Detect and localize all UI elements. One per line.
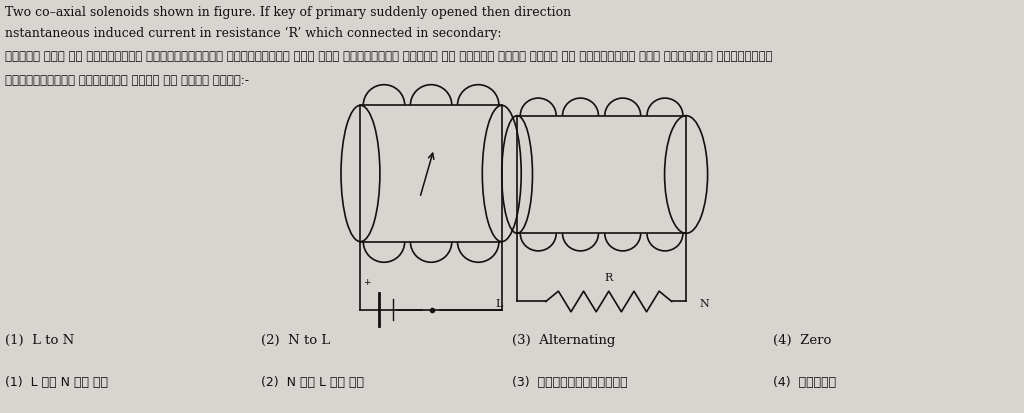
Text: (1)  L से N की ओर: (1) L से N की ओर [5, 375, 109, 389]
Text: nstantaneous induced current in resistance ‘R’ which connected in secondary:: nstantaneous induced current in resistan… [5, 27, 502, 40]
Text: (2)  N से L की ओर: (2) N से L की ओर [261, 375, 365, 389]
Text: N: N [699, 299, 710, 309]
Text: (4)  Zero: (4) Zero [773, 334, 831, 347]
Text: चित्र में दो समाक्षीय परिनालिकाएं प्रदर्शित है। यदि प्राथमिक कुंजी को अचानक खोला: चित्र में दो समाक्षीय परिनालिकाएं प्रदर्… [5, 50, 773, 62]
Text: Two co–axial solenoids shown in figure. If key of primary suddenly opened then d: Two co–axial solenoids shown in figure. … [5, 6, 571, 19]
Text: +: + [362, 278, 371, 287]
Text: (1)  L to N: (1) L to N [5, 334, 75, 347]
Text: (4)  शून्य: (4) शून्य [773, 375, 837, 389]
Text: (3)  प्रत्यावर्ती: (3) प्रत्यावर्ती [512, 375, 628, 389]
Bar [517, 116, 686, 233]
Text: (2)  N to L: (2) N to L [261, 334, 331, 347]
Text: R: R [604, 273, 613, 283]
Text: तात्क्षणिक प्रेरित धारा की दिशा होगी:-: तात्क्षणिक प्रेरित धारा की दिशा होगी:- [5, 74, 249, 87]
Bar [360, 105, 502, 242]
Text: L: L [495, 299, 503, 309]
Text: (3)  Alternating: (3) Alternating [512, 334, 615, 347]
